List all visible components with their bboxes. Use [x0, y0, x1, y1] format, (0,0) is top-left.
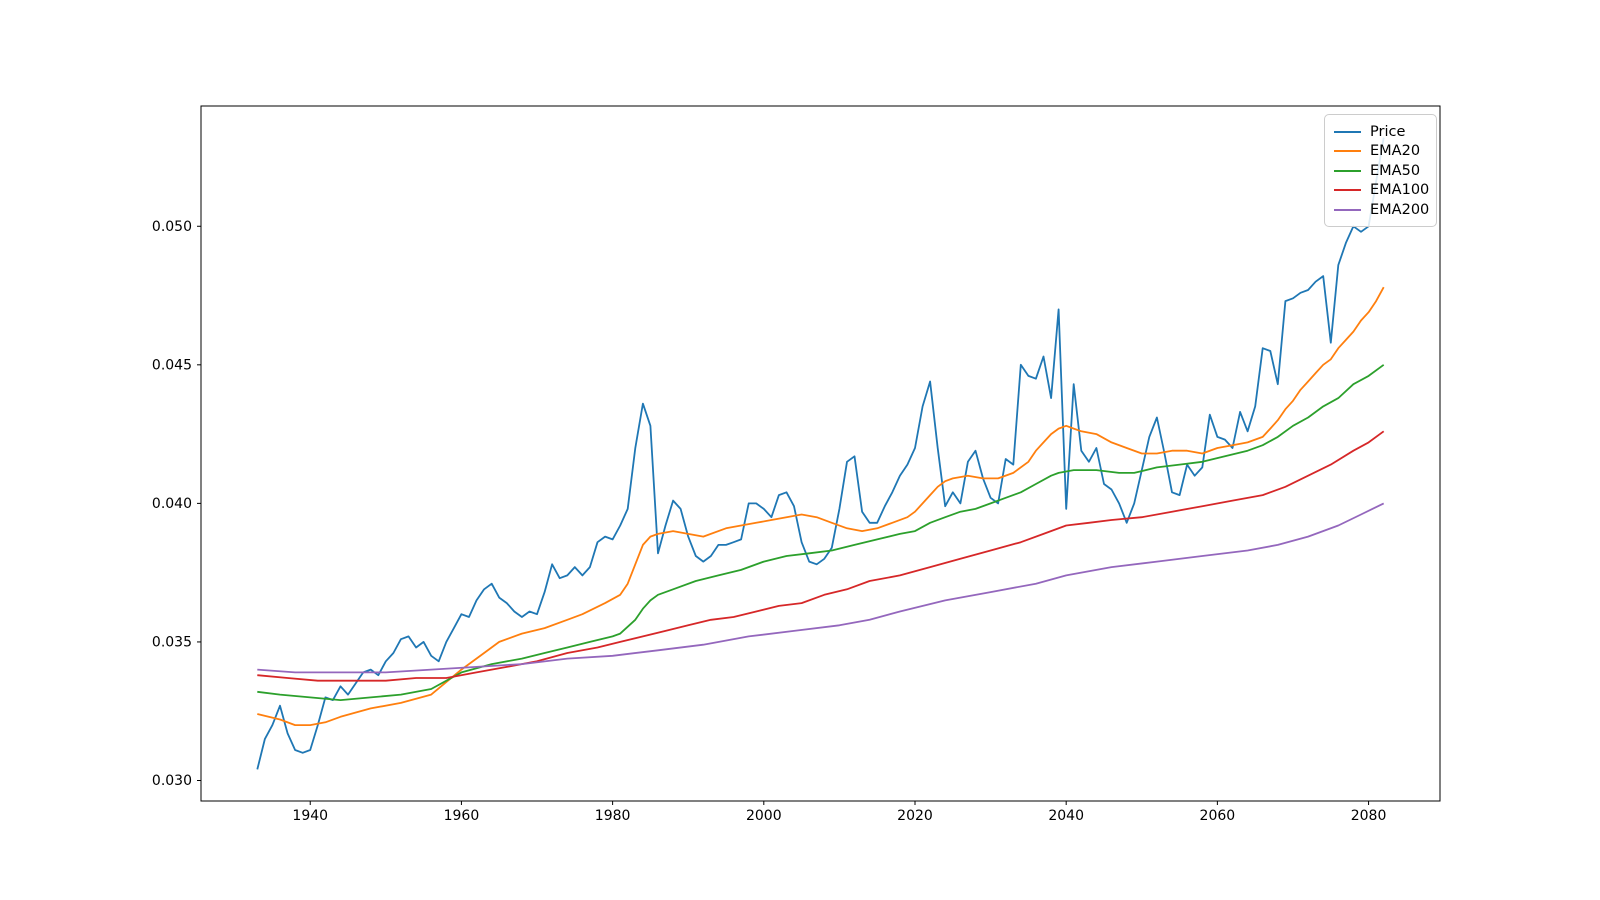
legend-label: Price [1370, 123, 1406, 140]
ema200-line [257, 502, 1385, 674]
x-tick-label: 2080 [1351, 808, 1387, 824]
y-tick-label: 0.030 [152, 773, 192, 789]
price-line [256, 137, 1385, 770]
legend-item-price: Price [1334, 122, 1427, 142]
ema20-line [257, 286, 1385, 726]
plot-border [200, 105, 1441, 802]
y-tick-label: 0.040 [152, 496, 192, 512]
y-tick-label: 0.035 [152, 634, 192, 650]
ema50-line [257, 364, 1385, 701]
x-axis: 1940 1960 1980 2000 2020 2040 2060 2080 [292, 801, 1386, 824]
legend-item-ema20: EMA20 [1334, 142, 1427, 162]
x-tick-label: 2060 [1200, 808, 1236, 824]
x-tick-label: 1960 [444, 808, 480, 824]
ema100-line-swatch-icon [1334, 189, 1361, 192]
y-tick-label: 0.045 [152, 357, 192, 373]
x-tick-label: 1980 [595, 808, 631, 824]
legend-label: EMA50 [1370, 162, 1421, 179]
ema200-line-swatch-icon [1334, 208, 1361, 211]
y-tick-label: 0.050 [152, 219, 192, 235]
legend-label: EMA200 [1370, 201, 1430, 218]
legend-item-ema200: EMA200 [1334, 200, 1430, 220]
x-tick-label: 2000 [746, 808, 782, 824]
ema50-line-swatch-icon [1334, 169, 1361, 172]
price-line-swatch-icon [1334, 130, 1361, 133]
series-lines [256, 137, 1385, 770]
x-tick-label: 1940 [292, 808, 328, 824]
legend-label: EMA100 [1370, 182, 1430, 198]
x-tick-label: 2020 [897, 808, 933, 824]
x-tick-label: 2040 [1048, 808, 1084, 824]
legend-label: EMA20 [1370, 143, 1421, 159]
ema100-line [257, 430, 1385, 682]
y-axis: 0.030 0.035 0.040 0.045 0.050 [152, 219, 201, 789]
legend-item-ema50: EMA50 [1334, 161, 1427, 181]
legend: Price EMA20 EMA50 EMA100 EMA200 [1324, 114, 1437, 227]
legend-item-ema100: EMA100 [1334, 181, 1430, 201]
ema20-line-swatch-icon [1334, 150, 1361, 153]
